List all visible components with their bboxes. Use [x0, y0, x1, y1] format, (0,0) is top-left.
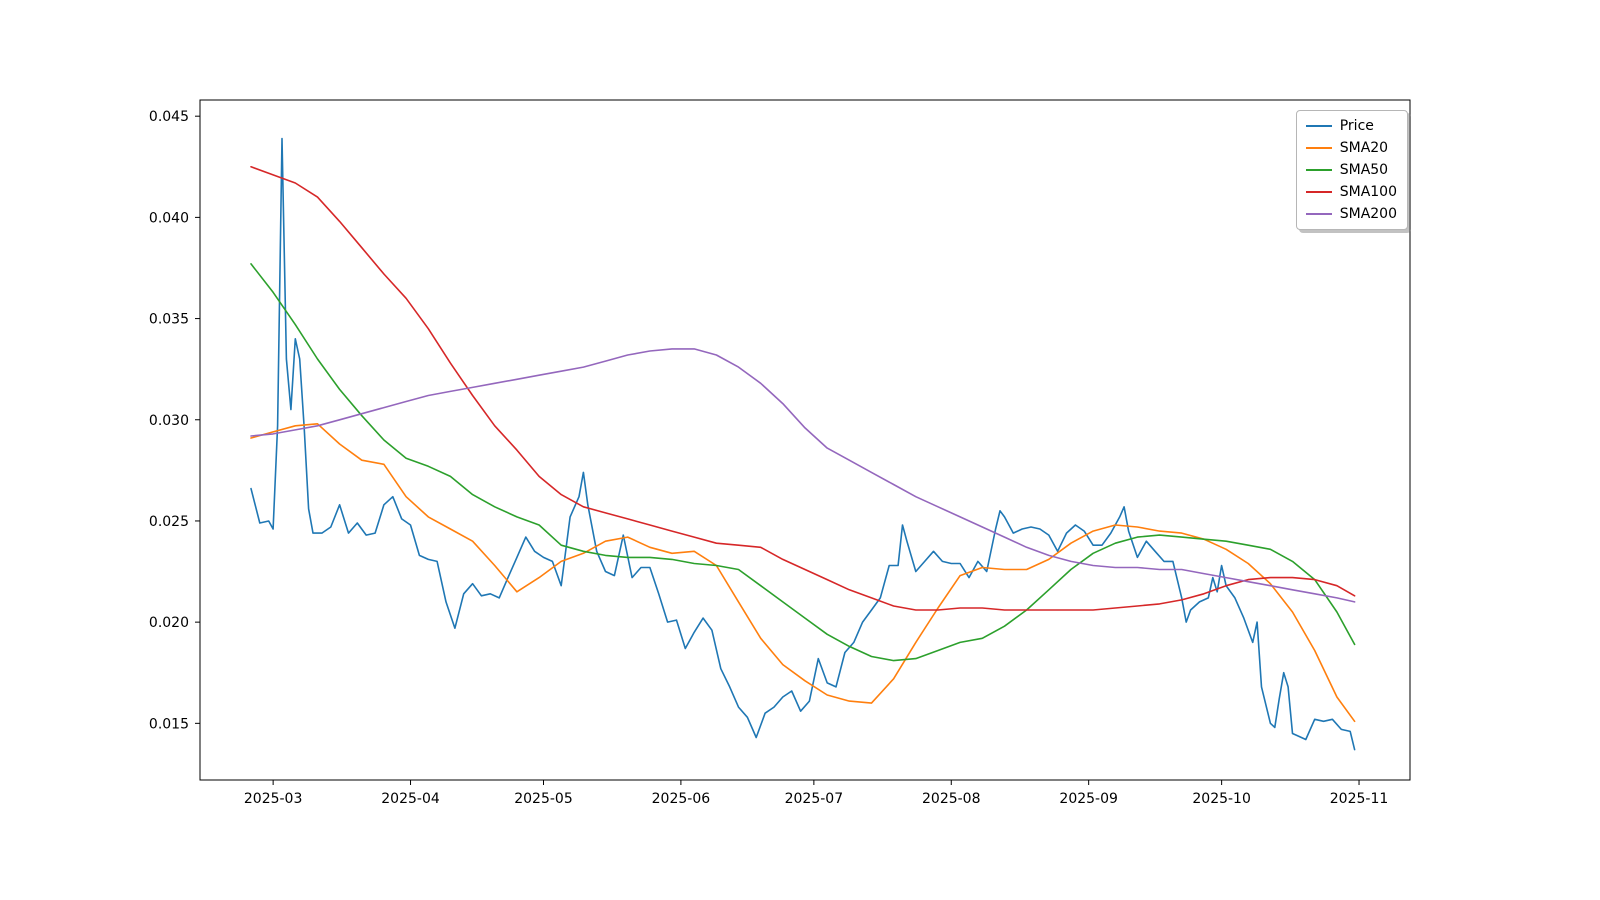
x-tick-label: 2025-09 [1059, 791, 1118, 807]
legend-swatch-price [1305, 125, 1332, 127]
series-line-sma50 [250, 263, 1356, 662]
y-tick-label: 0.015 [149, 716, 189, 732]
legend-swatch-sma50 [1305, 169, 1332, 171]
legend-swatch-sma20 [1305, 147, 1332, 149]
y-axis: 0.015 0.020 0.025 0.030 0.035 0.040 0.045 [149, 109, 200, 732]
axes-frame [199, 99, 1411, 781]
legend-item-price: Price [1305, 118, 1397, 134]
legend-swatch-sma200 [1305, 213, 1332, 215]
legend-item-sma200: SMA200 [1305, 206, 1397, 222]
legend-label: SMA100 [1339, 184, 1397, 200]
legend-item-sma100: SMA100 [1305, 184, 1397, 200]
series-line-sma200 [250, 348, 1356, 603]
legend: Price SMA20 SMA50 SMA100 SMA200 [1295, 110, 1408, 230]
x-tick-label: 2025-10 [1192, 791, 1251, 807]
y-tick-label: 0.025 [149, 514, 189, 530]
legend-label: SMA20 [1339, 140, 1389, 156]
series-line-price [250, 137, 1356, 751]
y-tick-label: 0.040 [149, 210, 189, 226]
legend-label: Price [1339, 118, 1374, 134]
legend-item-sma20: SMA20 [1305, 140, 1397, 156]
legend-label: SMA50 [1339, 162, 1389, 178]
y-tick-label: 0.035 [149, 312, 189, 328]
x-axis: 2025-03 2025-04 2025-05 2025-06 2025-07 2025-… [244, 780, 1388, 807]
x-tick-label: 2025-04 [381, 791, 440, 807]
y-tick-label: 0.020 [149, 615, 189, 631]
series-line-sma100 [250, 166, 1356, 611]
x-tick-label: 2025-07 [785, 791, 844, 807]
legend-item-sma50: SMA50 [1305, 162, 1397, 178]
series-line-sma20 [250, 422, 1356, 723]
y-tick-label: 0.045 [149, 109, 189, 125]
legend-swatch-sma100 [1305, 191, 1332, 193]
x-tick-label: 2025-08 [922, 791, 981, 807]
x-tick-label: 2025-11 [1330, 791, 1389, 807]
legend-label: SMA200 [1339, 206, 1397, 222]
x-tick-label: 2025-03 [244, 791, 303, 807]
y-tick-label: 0.030 [149, 413, 189, 429]
x-tick-label: 2025-06 [652, 791, 711, 807]
x-tick-label: 2025-05 [514, 791, 573, 807]
